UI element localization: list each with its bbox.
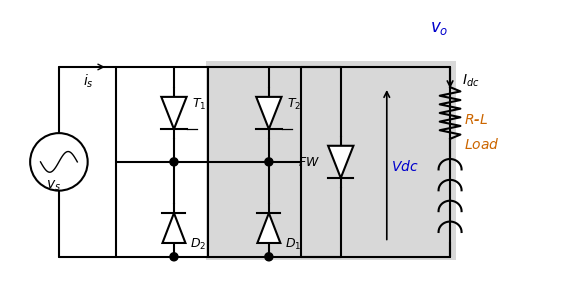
Circle shape [170,158,178,166]
Polygon shape [161,97,187,129]
Polygon shape [257,213,280,243]
Circle shape [265,158,273,166]
Text: $Vdc$: $Vdc$ [391,158,419,173]
Text: $T_2$: $T_2$ [287,97,302,112]
Circle shape [265,253,273,261]
Text: $FW$: $FW$ [298,156,320,170]
Text: $i_s$: $i_s$ [83,72,94,90]
Circle shape [170,253,178,261]
Text: $R$-$L$: $R$-$L$ [465,114,489,127]
Text: $T_1$: $T_1$ [192,97,207,112]
FancyBboxPatch shape [206,61,456,260]
Polygon shape [328,146,353,178]
Text: $D_1$: $D_1$ [285,237,301,252]
Text: $D_2$: $D_2$ [190,237,206,252]
Text: $v_o$: $v_o$ [430,19,449,37]
Text: $I_{dc}$: $I_{dc}$ [462,72,479,88]
Text: $Load$: $Load$ [465,137,500,152]
Polygon shape [162,213,186,243]
Text: $v_s$: $v_s$ [46,179,61,193]
Polygon shape [256,97,281,129]
